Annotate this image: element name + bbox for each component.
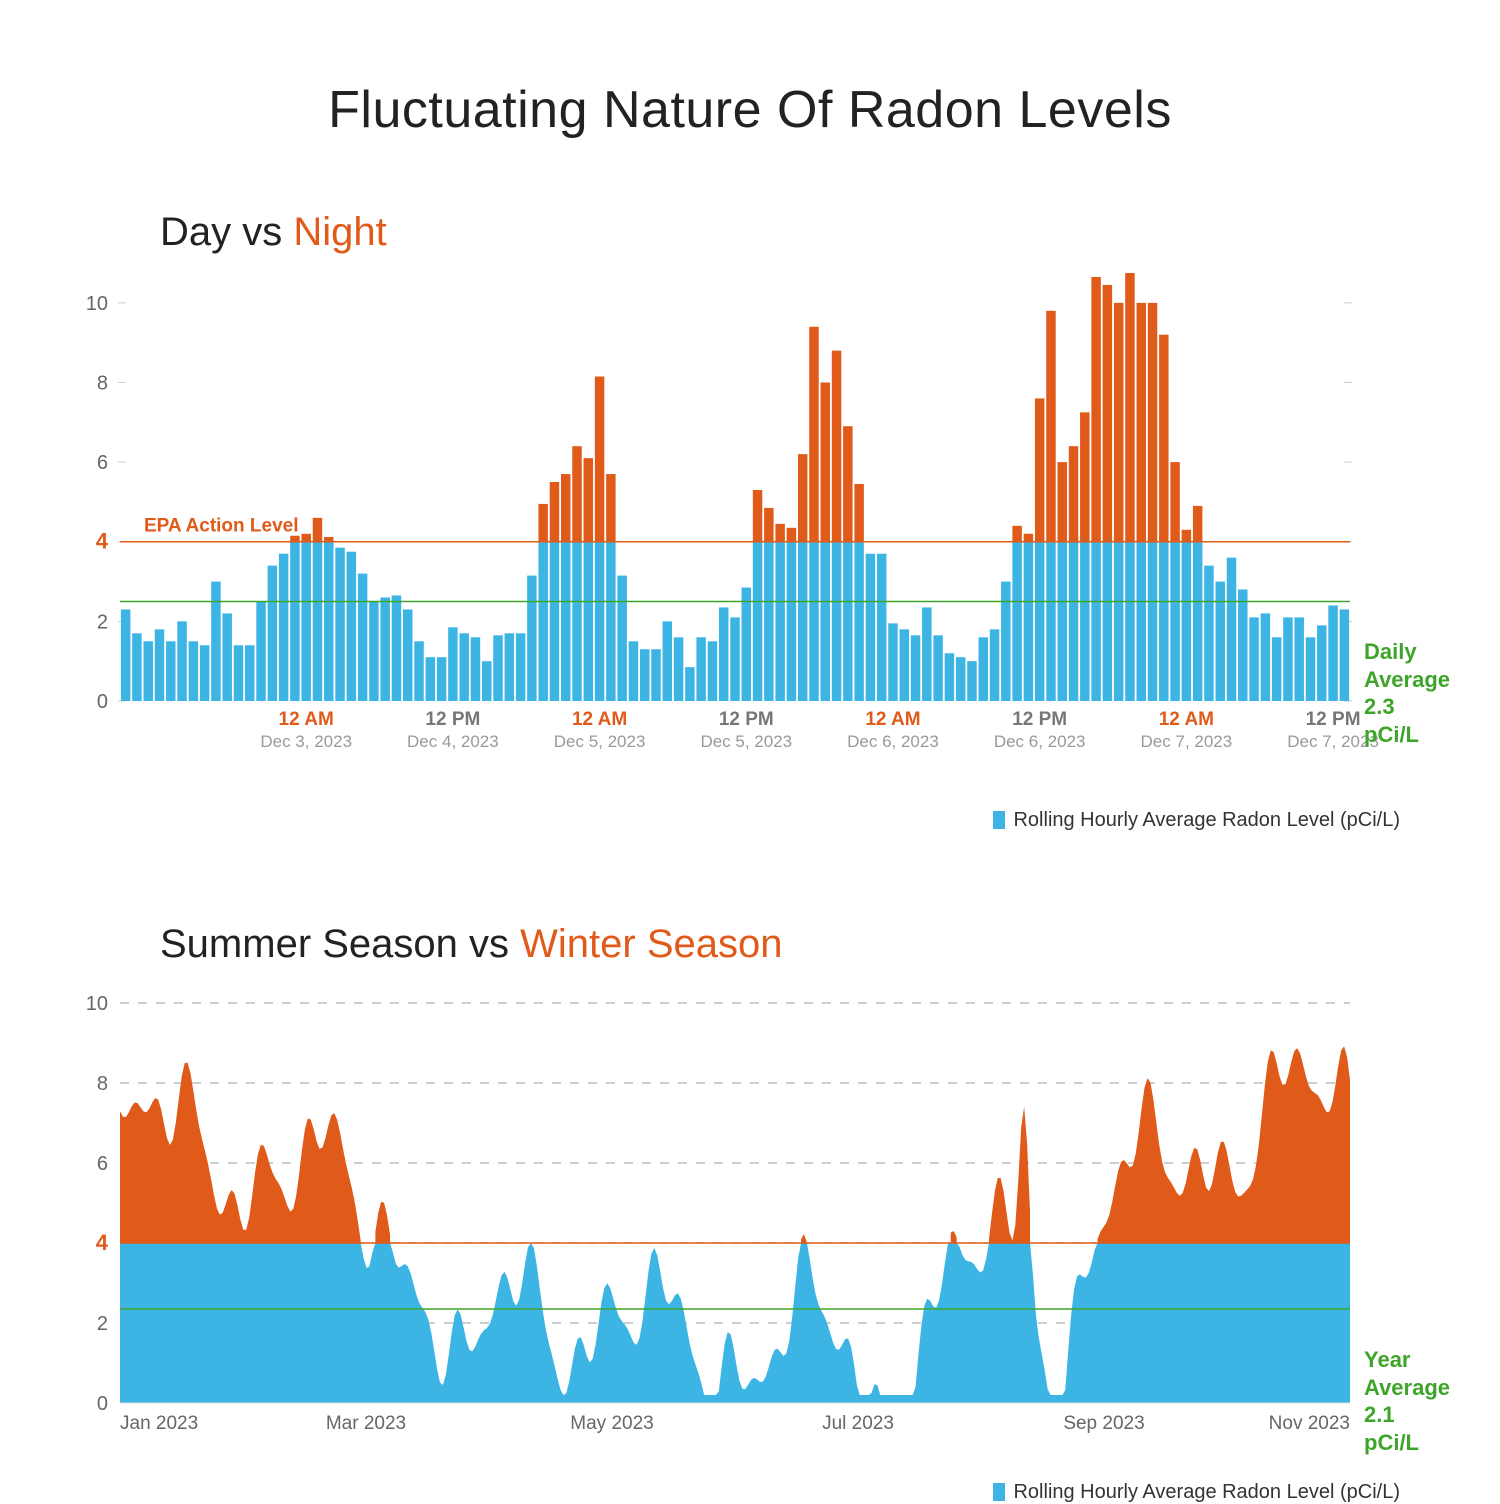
- svg-text:Mar 2023: Mar 2023: [326, 1413, 406, 1434]
- svg-text:Jul 2023: Jul 2023: [822, 1413, 894, 1434]
- svg-text:12 PM: 12 PM: [425, 709, 480, 730]
- chart2-svg: 0 2 4 6 8 10 Jan 2023 Mar 2023 May 2023 Jul 2023 S…: [60, 973, 1440, 1463]
- svg-text:4: 4: [96, 1230, 109, 1255]
- svg-text:12 AM: 12 AM: [572, 709, 627, 730]
- svg-text:Dec 5, 2023: Dec 5, 2023: [700, 732, 792, 751]
- svg-text:10: 10: [86, 993, 108, 1015]
- legend-swatch-icon: [993, 1483, 1005, 1501]
- svg-text:8: 8: [97, 372, 108, 394]
- page-title: Fluctuating Nature Of Radon Levels: [60, 80, 1440, 140]
- svg-text:6: 6: [97, 1153, 108, 1175]
- svg-text:12 AM: 12 AM: [865, 709, 920, 730]
- svg-text:Dec 3, 2023: Dec 3, 2023: [260, 732, 352, 751]
- chart2-title-b: Winter Season: [520, 922, 782, 966]
- svg-text:Dec 6, 2023: Dec 6, 2023: [994, 732, 1086, 751]
- svg-text:8: 8: [97, 1073, 108, 1095]
- svg-text:Dec 4, 2023: Dec 4, 2023: [407, 732, 499, 751]
- svg-text:4: 4: [96, 529, 109, 554]
- chart1-legend: Rolling Hourly Average Radon Level (pCi/…: [60, 809, 1440, 832]
- svg-text:2: 2: [97, 1313, 108, 1335]
- svg-text:12 PM: 12 PM: [1306, 709, 1361, 730]
- chart2-title-a: Summer Season vs: [160, 922, 520, 966]
- svg-text:Dec 7, 2023: Dec 7, 2023: [1141, 732, 1233, 751]
- svg-text:12 PM: 12 PM: [719, 709, 774, 730]
- svg-text:10: 10: [86, 293, 108, 315]
- chart-day-vs-night: Day vs Night Daily Average 2.3 pCi/L 024…: [60, 210, 1440, 832]
- legend-swatch-icon: [993, 811, 1005, 829]
- svg-text:2: 2: [97, 611, 108, 633]
- chart2-legend: Rolling Hourly Average Radon Level (pCi/…: [60, 1481, 1440, 1504]
- daily-average-annotation: Daily Average 2.3 pCi/L: [1364, 638, 1450, 748]
- chart1-svg: 0 2 4 6 8 10 EPA Action Level 12 AM Dec 3, 2023 1…: [60, 261, 1440, 791]
- svg-text:May 2023: May 2023: [570, 1413, 653, 1434]
- chart2-title: Summer Season vs Winter Season: [160, 922, 1440, 967]
- svg-text:12 AM: 12 AM: [279, 709, 334, 730]
- svg-text:Jan 2023: Jan 2023: [120, 1413, 198, 1434]
- svg-text:6: 6: [97, 452, 108, 474]
- svg-text:Sep 2023: Sep 2023: [1063, 1413, 1144, 1434]
- svg-text:Dec 6, 2023: Dec 6, 2023: [847, 732, 939, 751]
- chart-summer-vs-winter: Summer Season vs Winter Season Year Aver…: [60, 922, 1440, 1504]
- svg-text:12 AM: 12 AM: [1159, 709, 1214, 730]
- chart1-title: Day vs Night: [160, 210, 1440, 255]
- svg-text:0: 0: [97, 1393, 108, 1415]
- chart1-title-b: Night: [293, 210, 386, 254]
- svg-text:0: 0: [97, 691, 108, 713]
- chart1-title-a: Day vs: [160, 210, 293, 254]
- svg-text:EPA Action Level: EPA Action Level: [144, 516, 299, 537]
- svg-text:Nov 2023: Nov 2023: [1269, 1413, 1350, 1434]
- year-average-annotation: Year Average 2.1 pCi/L: [1364, 1346, 1450, 1456]
- svg-text:12 PM: 12 PM: [1012, 709, 1067, 730]
- svg-text:Dec 5, 2023: Dec 5, 2023: [554, 732, 646, 751]
